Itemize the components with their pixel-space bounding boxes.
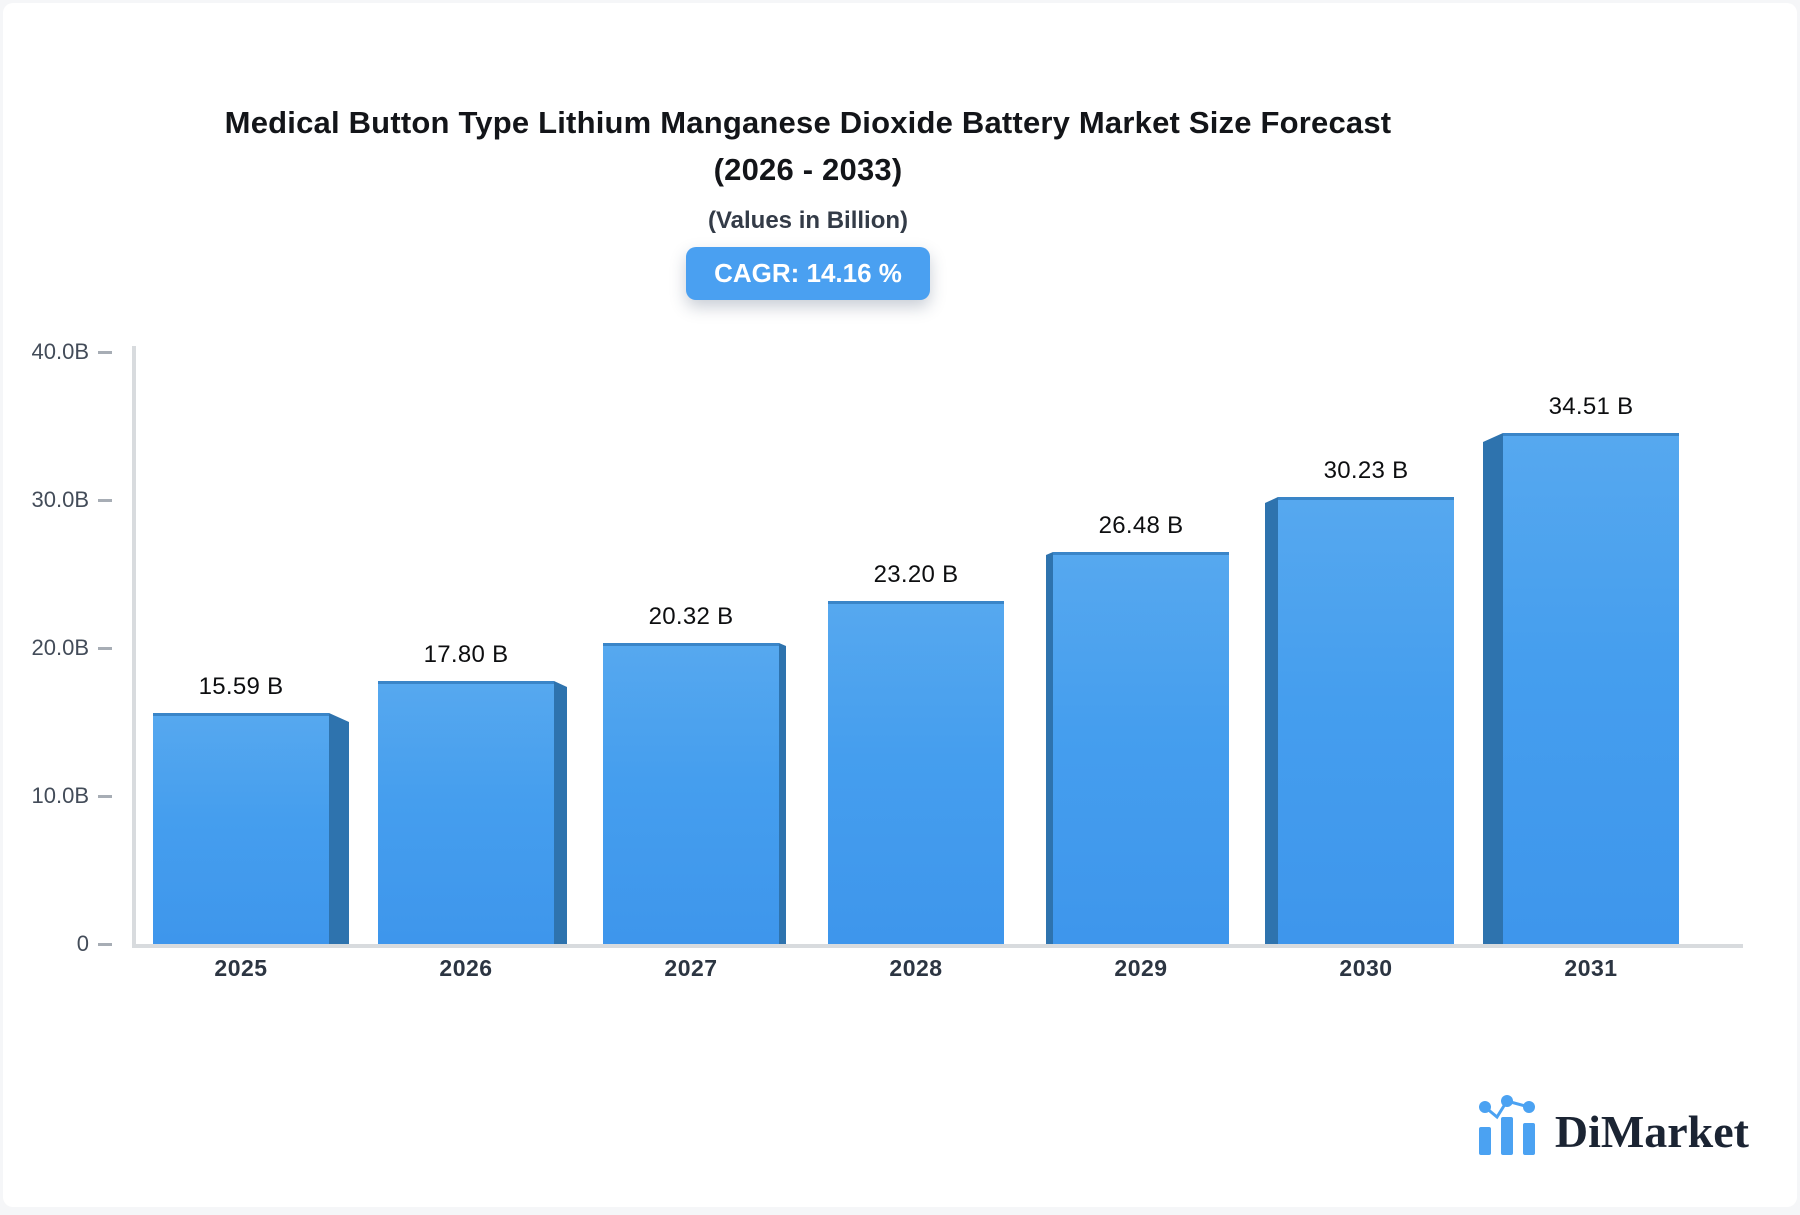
y-axis-tick	[98, 943, 112, 946]
x-axis-label-2027: 2027	[664, 955, 718, 981]
bar-face	[1053, 552, 1229, 944]
chart-title-line1: Medical Button Type Lithium Manganese Di…	[224, 105, 1392, 140]
dimarket-logo-text: DiMarket	[1554, 1106, 1749, 1157]
chart-header: Medical Button Type Lithium Manganese Di…	[3, 99, 1613, 300]
x-axis-label-2029: 2029	[1114, 955, 1168, 981]
bar-2025	[153, 713, 349, 944]
y-axis-tick-label: 30.0B	[31, 487, 90, 512]
chart-title: Medical Button Type Lithium Manganese Di…	[3, 99, 1613, 193]
x-axis-line	[132, 944, 1743, 948]
bar-face	[378, 681, 554, 944]
bar-2029	[1046, 552, 1229, 944]
x-axis-label-2028: 2028	[889, 955, 943, 981]
y-axis-tick-label: 0	[76, 931, 89, 956]
y-axis-tick-label: 40.0B	[31, 339, 90, 364]
chart-subtitle: (Values in Billion)	[707, 207, 909, 234]
bar-face	[1503, 433, 1679, 944]
bar-face	[1278, 497, 1454, 944]
x-axis-label-2026: 2026	[439, 955, 493, 981]
mini-bar-chart-icon	[1478, 1095, 1535, 1155]
bar-2027	[603, 643, 786, 944]
x-axis-label-2025: 2025	[214, 955, 268, 981]
bar-2028	[828, 601, 1004, 944]
chart-card: Medical Button Type Lithium Manganese Di…	[3, 3, 1797, 1207]
y-axis-tick	[98, 351, 112, 354]
bar-2031	[1483, 433, 1679, 944]
bar-3d-side	[554, 681, 567, 944]
y-axis-line	[132, 346, 136, 948]
bar-value-label: 20.32 B	[648, 603, 734, 630]
bar-value-label: 34.51 B	[1548, 393, 1634, 420]
x-axis-label-2030: 2030	[1339, 955, 1393, 981]
y-axis-tick	[98, 795, 112, 798]
bar-value-label: 17.80 B	[423, 641, 509, 668]
bar-2026	[378, 681, 567, 944]
chart-title-line2: (2026 - 2033)	[713, 152, 903, 187]
bar-2030	[1265, 497, 1454, 944]
y-axis-tick	[98, 499, 112, 502]
bar-face	[153, 713, 329, 944]
dimarket-logo: DiMarket	[1477, 1095, 1749, 1155]
y-axis-tick	[98, 647, 112, 650]
bar-face	[603, 643, 779, 944]
bar-face	[828, 601, 1004, 944]
bar-value-label: 26.48 B	[1098, 512, 1184, 539]
y-axis-tick-label: 10.0B	[31, 783, 90, 808]
bar-3d-side	[329, 713, 349, 944]
y-axis-tick-label: 20.0B	[31, 635, 90, 660]
x-axis-label-2031: 2031	[1564, 955, 1618, 981]
bar-value-label: 15.59 B	[198, 673, 284, 700]
bar-3d-side	[1265, 497, 1278, 944]
bar-value-label: 23.20 B	[873, 561, 959, 588]
cagr-badge: CAGR: 14.16 %	[686, 247, 930, 300]
bar-chart-plot: 40.0B 30.0B 20.0B 10.0B 0 15.59 B 2025 17.80 B 2…	[3, 3, 1800, 1215]
bar-value-label: 30.23 B	[1323, 457, 1409, 484]
bar-3d-side	[1483, 433, 1503, 944]
bar-3d-side	[779, 643, 786, 944]
bar-3d-side	[1046, 552, 1053, 944]
